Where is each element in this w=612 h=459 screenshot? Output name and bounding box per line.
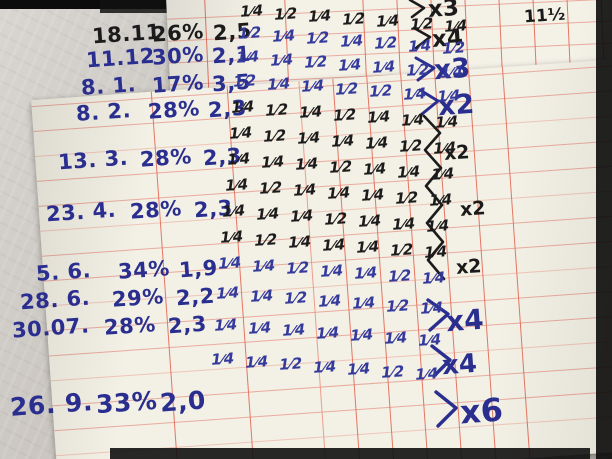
photo-right-edge-shadow — [596, 0, 612, 459]
photo-bottom-edge-band — [110, 448, 590, 459]
paper-sheet-main — [31, 56, 612, 459]
ruling-main — [31, 57, 612, 459]
